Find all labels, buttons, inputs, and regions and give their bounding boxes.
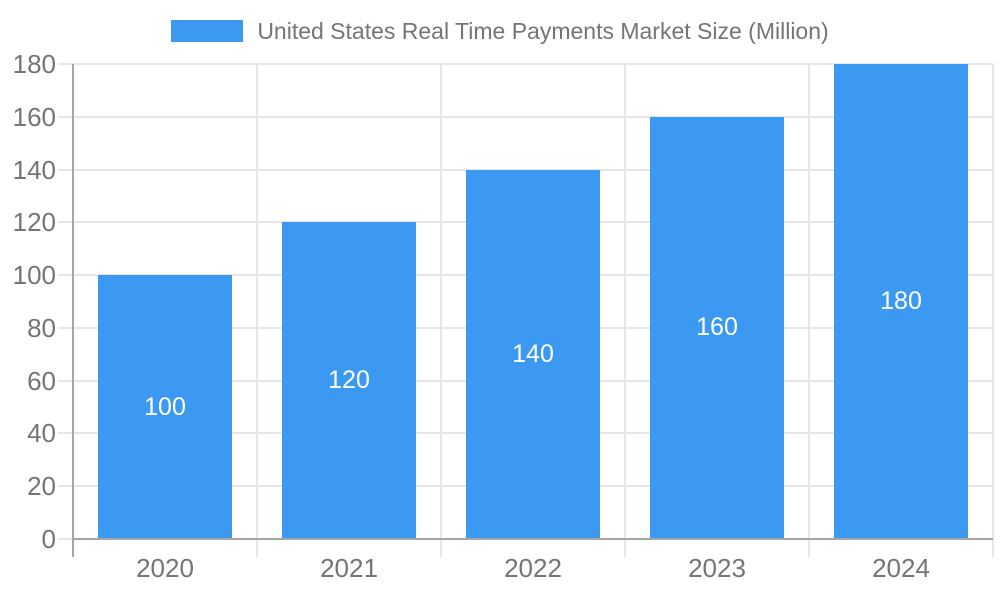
bar-value-label: 120 [328, 366, 370, 395]
bar[interactable]: 120 [282, 222, 416, 539]
bar[interactable]: 180 [834, 64, 968, 539]
gridline [992, 64, 994, 557]
y-tick-label: 120 [12, 207, 56, 238]
bar[interactable]: 160 [650, 116, 784, 539]
y-axis-tick [58, 538, 73, 540]
x-tick-label: 2023 [688, 553, 746, 583]
x-tick-label: 2021 [320, 553, 378, 583]
bar-value-label: 160 [696, 313, 738, 342]
bar[interactable]: 100 [98, 275, 232, 539]
x-axis-line [73, 538, 993, 540]
plot-area: 0 20 40 60 80 100 120 140 160 180 100 120 140 160 180 2… [13, 51, 994, 581]
gridline [58, 168, 993, 171]
bar-value-label: 180 [880, 287, 922, 315]
gridline [58, 115, 993, 118]
y-tick-label: 60 [27, 365, 56, 396]
gridline [256, 64, 258, 557]
gridline [624, 64, 626, 557]
legend-label: United States Real Time Payments Market … [257, 17, 829, 44]
x-tick-label: 2020 [136, 553, 194, 583]
bar[interactable]: 140 [466, 169, 600, 539]
y-tick-label: 0 [41, 524, 56, 554]
y-axis-line [72, 64, 74, 557]
y-tick-label: 100 [12, 260, 56, 291]
legend-swatch [171, 20, 244, 42]
y-tick-label: 20 [27, 471, 56, 502]
x-tick-label: 2024 [872, 553, 930, 583]
y-tick-label: 80 [27, 312, 56, 343]
y-tick-label: 140 [12, 154, 56, 185]
x-tick-label: 2022 [504, 553, 562, 583]
gridline [808, 64, 810, 557]
y-tick-label: 40 [27, 418, 56, 449]
bar-value-label: 100 [144, 392, 186, 421]
gridline [58, 63, 993, 65]
y-tick-label: 160 [12, 101, 56, 132]
gridline [440, 64, 442, 557]
legend[interactable]: United States Real Time Payments Market … [0, 17, 1000, 45]
y-tick-label: 180 [12, 49, 56, 79]
bar-value-label: 140 [512, 339, 554, 368]
